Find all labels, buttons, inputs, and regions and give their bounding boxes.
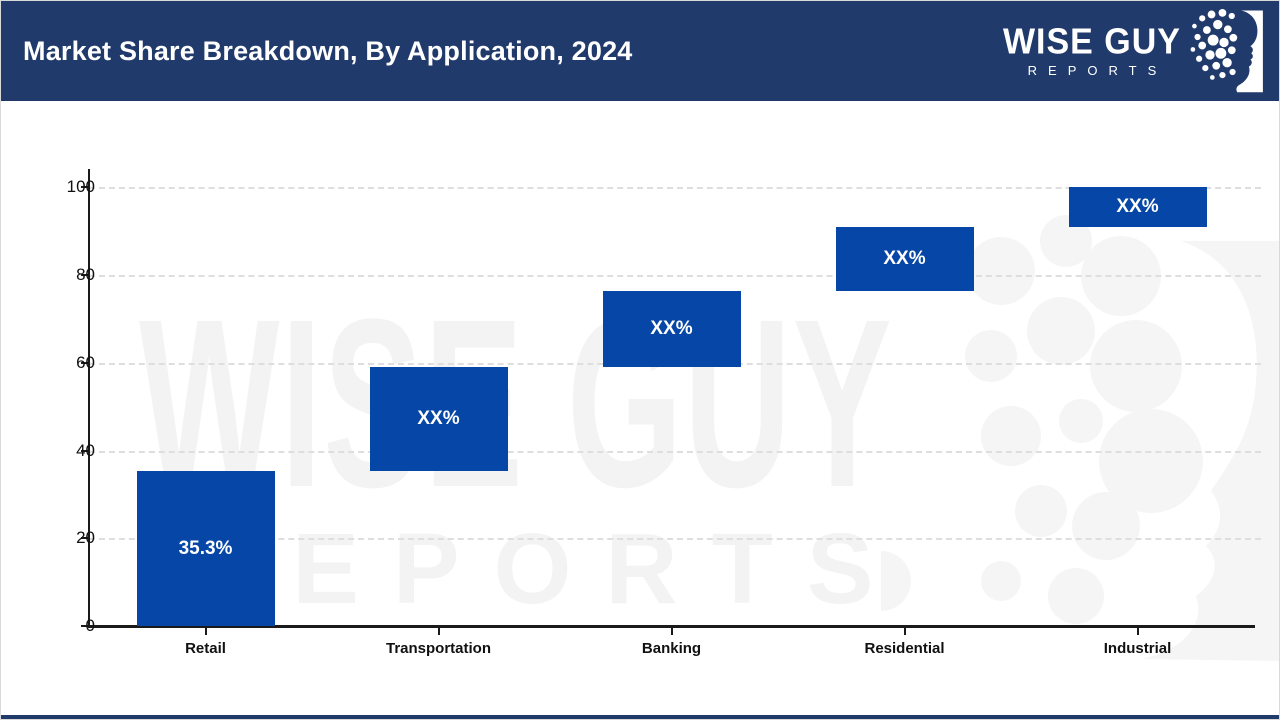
dotted-face-logo-icon bbox=[1190, 9, 1263, 93]
y-tick-mark bbox=[81, 361, 89, 364]
chart-title: Market Share Breakdown, By Application, … bbox=[23, 35, 633, 66]
y-axis-line bbox=[88, 169, 90, 627]
bar-value-label: XX% bbox=[883, 247, 926, 269]
logo-wordmark: WISE GUY bbox=[1002, 21, 1181, 62]
gridline-y20 bbox=[89, 538, 1261, 541]
wise-guy-logo: WISE GUY REPORTS bbox=[1003, 9, 1263, 93]
y-tick-mark bbox=[81, 274, 89, 277]
y-tick-mark bbox=[81, 537, 89, 540]
bar-value-label: XX% bbox=[650, 318, 693, 340]
x-category-label-residential: Residential bbox=[864, 640, 945, 657]
y-tick-mark bbox=[81, 186, 89, 189]
gridline-y40 bbox=[89, 450, 1261, 453]
x-axis-line bbox=[88, 625, 1255, 628]
x-tick-mark bbox=[903, 627, 906, 635]
watermark-subtitle: REPORTS bbox=[186, 513, 908, 625]
x-category-label-retail: Retail bbox=[185, 640, 226, 657]
bar-residential: XX% bbox=[835, 226, 974, 291]
header: Market Share Breakdown, By Application, … bbox=[1, 1, 1279, 101]
bar-banking: XX% bbox=[602, 290, 741, 368]
bar-value-label: 35.3% bbox=[178, 537, 233, 559]
x-category-label-banking: Banking bbox=[641, 640, 702, 657]
y-tick-label: 100 bbox=[66, 177, 95, 197]
x-tick-mark bbox=[1136, 627, 1139, 635]
y-tick-label: 60 bbox=[76, 352, 95, 372]
x-tick-mark bbox=[670, 627, 673, 635]
y-tick-label: 80 bbox=[76, 265, 95, 285]
x-tick-mark bbox=[437, 627, 440, 635]
y-tick-label: 0 bbox=[85, 616, 95, 635]
bar-transportation: XX% bbox=[369, 367, 508, 472]
logo-text: WISE GUY REPORTS bbox=[1002, 21, 1181, 78]
footer-accent-bar bbox=[1, 715, 1279, 719]
y-tick-label: 40 bbox=[76, 440, 95, 460]
x-category-label-transportation: Transportation bbox=[385, 640, 492, 657]
plot-area: 0 20 40 60 80 100 35.3% XX% XX% XX% XX% Retail Tra… bbox=[1, 101, 1279, 717]
bar-value-label: XX% bbox=[417, 408, 460, 430]
bar-retail: 35.3% bbox=[136, 471, 275, 626]
gridline-y100 bbox=[89, 187, 1261, 190]
logo-subtitle: REPORTS bbox=[1027, 62, 1168, 78]
y-tick-label: 20 bbox=[76, 528, 95, 548]
y-tick-mark bbox=[81, 625, 89, 627]
y-tick-mark bbox=[81, 449, 89, 452]
bar-industrial: XX% bbox=[1068, 187, 1207, 227]
gridline-y80 bbox=[89, 275, 1261, 278]
bar-value-label: XX% bbox=[1116, 196, 1159, 218]
x-category-label-industrial: Industrial bbox=[1103, 640, 1172, 657]
x-tick-mark bbox=[204, 627, 207, 635]
